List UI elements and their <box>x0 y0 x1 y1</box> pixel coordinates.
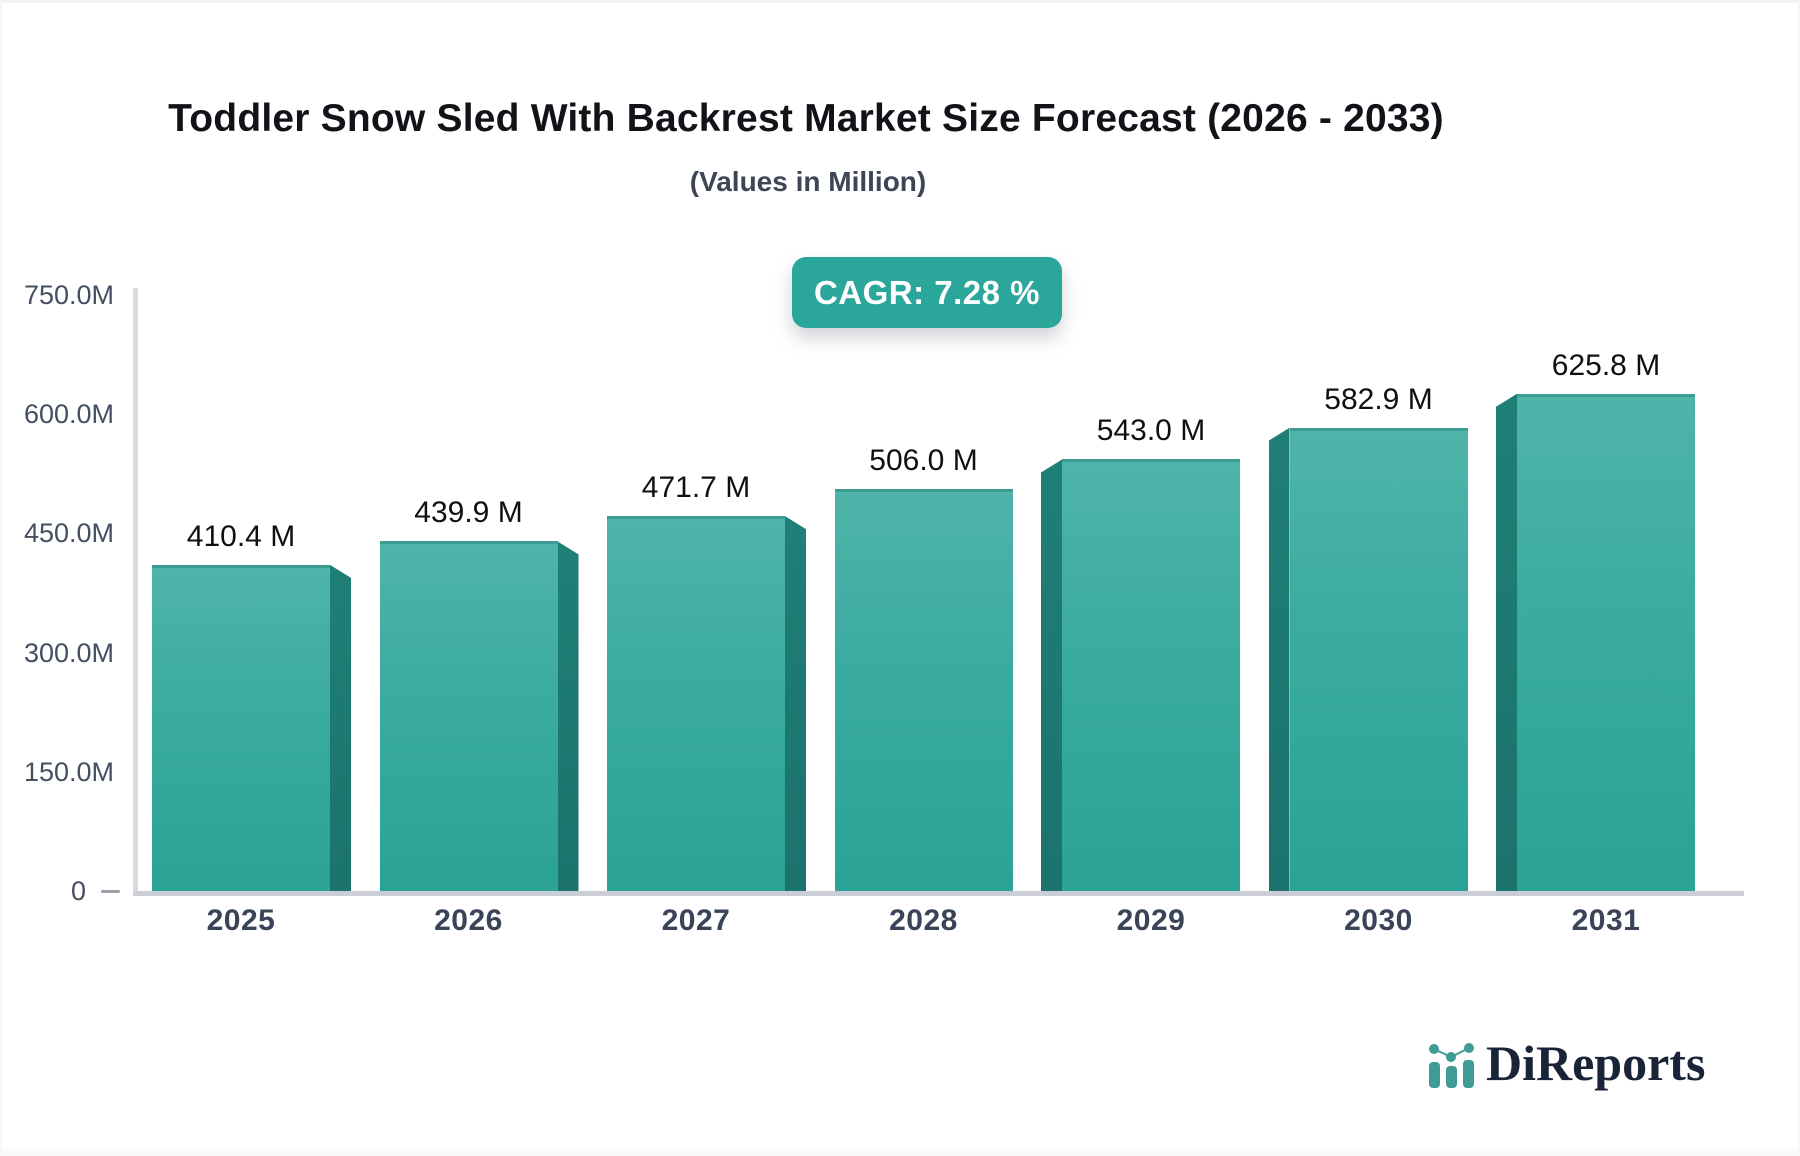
bar-value-label: 439.9 M <box>414 496 523 530</box>
bar-3d-side <box>1496 393 1517 891</box>
x-axis-tick-label: 2028 <box>889 904 958 937</box>
direports-logo-text: DiReports <box>1486 1035 1706 1091</box>
chart-subtitle: (Values in Million) <box>689 166 927 197</box>
y-axis-tick-label: 300.0M <box>23 637 114 668</box>
cagr-badge-label: CAGR: 7.28 % <box>813 273 1041 311</box>
y-axis-tick-label: 150.0M <box>23 756 114 787</box>
bar-3d-side <box>785 516 806 891</box>
bar-2026 <box>379 541 558 891</box>
zero-tick-mark <box>101 889 120 893</box>
bar-value-label: 582.9 M <box>1324 382 1433 416</box>
cagr-badge: CAGR: 7.28 % <box>792 257 1062 328</box>
x-axis-line <box>133 891 1744 896</box>
bar-2029 <box>1062 459 1240 891</box>
bar-3d-side <box>1268 427 1290 891</box>
bar-value-label: 410.4 M <box>186 519 296 553</box>
y-axis-line <box>133 288 138 896</box>
bar-3d-side <box>1041 459 1062 891</box>
x-axis-tick-label: 2026 <box>434 904 503 937</box>
chart-title: Toddler Snow Sled With Backrest Market S… <box>168 97 1444 140</box>
bar-2028 <box>834 488 1013 891</box>
y-axis-tick-label: 750.0M <box>23 280 114 310</box>
x-axis-tick-label: 2025 <box>206 904 276 937</box>
bar-2030 <box>1289 427 1468 891</box>
bar-value-label: 506.0 M <box>869 443 978 477</box>
y-axis-tick-label: 450.0M <box>23 518 114 549</box>
direports-logo-icon <box>1429 1043 1474 1088</box>
bar-value-label: 625.8 M <box>1551 348 1661 382</box>
direports-logo: DiReports <box>1426 1038 1705 1088</box>
y-axis-tick-label: 600.0M <box>23 399 114 430</box>
x-axis-tick-label: 2029 <box>1116 904 1186 937</box>
x-axis-tick-label: 2030 <box>1344 904 1413 937</box>
x-axis-tick-label: 2027 <box>661 904 731 937</box>
bar-2031 <box>1517 393 1695 891</box>
y-axis-tick-label: 0 <box>2 874 120 908</box>
bar-value-label: 471.7 M <box>641 471 751 505</box>
bar-2027 <box>607 516 785 891</box>
bar-3d-side <box>330 564 351 891</box>
x-axis-tick-label: 2031 <box>1571 904 1641 937</box>
bar-chart-plot: 750.0M 600.0M 450.0M 300.0M 150.0M 0 410.4 M 20… <box>2 3 1798 1149</box>
bar-value-label: 543.0 M <box>1096 414 1206 448</box>
bar-3d-side <box>557 541 579 891</box>
bar-2025 <box>152 564 330 891</box>
